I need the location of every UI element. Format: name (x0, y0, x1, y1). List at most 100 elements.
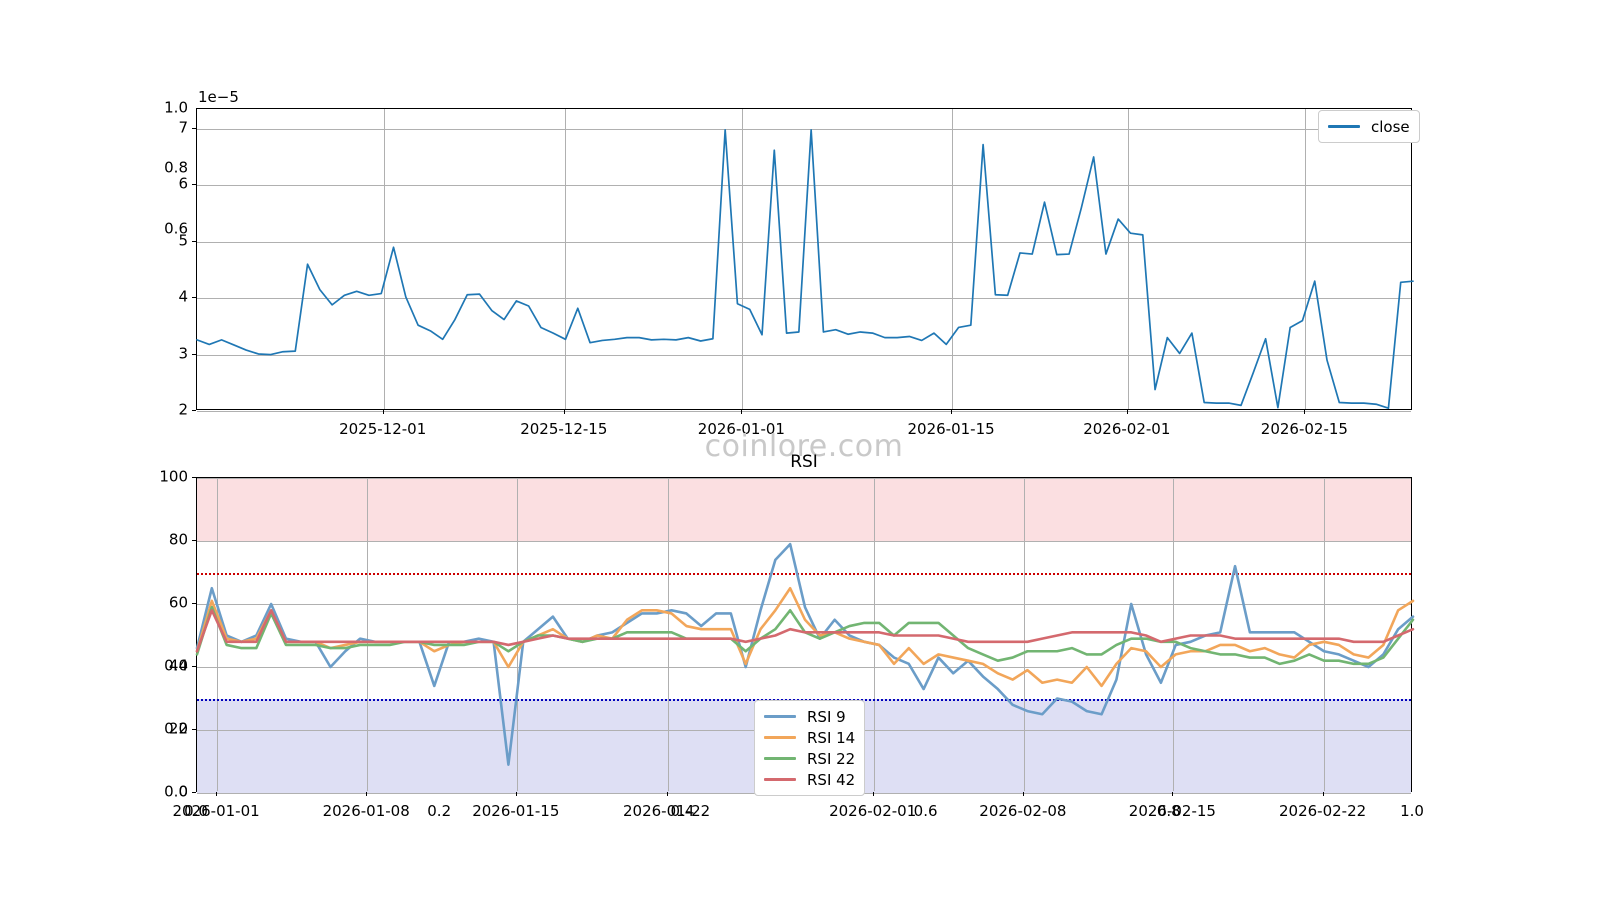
rsi-overlay-y-tick-label: 0.0 (164, 782, 188, 801)
rsi-overlay-y-tick-label: 0.2 (164, 719, 188, 738)
gridline (1173, 478, 1175, 791)
legend-color-swatch (1328, 124, 1360, 129)
legend-color-swatch (764, 756, 796, 761)
gridline (1127, 109, 1129, 409)
gridline (367, 478, 369, 791)
price-y-tick-label: 4 (178, 287, 188, 306)
legend-item: RSI 9 (764, 706, 855, 727)
tick-mark (1322, 792, 1324, 796)
price-line-chart (196, 129, 1414, 410)
gridline (667, 478, 669, 791)
tick-mark (192, 792, 196, 794)
gridline (1323, 478, 1325, 791)
price-x-tick-label: 2025-12-01 (339, 420, 427, 438)
legend-item-label: RSI 22 (807, 749, 856, 768)
rsi-x-tick-label: 2026-01-08 (322, 802, 410, 820)
tick-mark (1126, 410, 1128, 414)
gridline (197, 185, 1411, 187)
gridline (873, 478, 875, 791)
legend-color-swatch (764, 777, 796, 782)
rsi-x-tick-label: 2026-01-01 (172, 802, 260, 820)
tick-mark (192, 353, 196, 355)
overbought-band (197, 478, 1411, 541)
rsi-overlay-x-tick-label: 0.0 (184, 802, 208, 820)
tick-mark (1172, 792, 1174, 796)
tick-mark (216, 792, 218, 796)
rsi-x-tick-label: 2026-02-22 (1279, 802, 1367, 820)
tick-mark (192, 540, 196, 542)
rsi-title: RSI (790, 452, 818, 472)
legend-item: RSI 22 (764, 748, 855, 769)
legend-color-swatch (764, 714, 796, 719)
legend-item-label: RSI 42 (807, 770, 856, 789)
gridline (197, 667, 1411, 668)
price-y-tick-label: 3 (178, 344, 188, 363)
legend-item-label: RSI 9 (807, 707, 846, 726)
tick-mark (192, 666, 196, 668)
price-x-tick-label: 2026-02-15 (1260, 420, 1348, 438)
tick-mark (192, 184, 196, 186)
overbought-threshold-line (197, 572, 1411, 575)
gridline (1023, 478, 1025, 791)
y-axis-offset-label: 1e−5 (198, 88, 239, 106)
gridline (197, 128, 1411, 130)
tick-mark (192, 240, 196, 242)
price-legend: close (1318, 110, 1420, 143)
series-close (196, 129, 1414, 410)
rsi-x-tick-label: 2026-01-22 (623, 802, 711, 820)
tick-mark (1022, 792, 1024, 796)
price-overlay-y-tick-label: 0.6 (164, 219, 188, 238)
rsi-legend: RSI 9 RSI 14 RSI 22 RSI 42 (754, 700, 866, 796)
tick-mark (192, 297, 196, 299)
gridline (197, 298, 1411, 300)
tick-mark (515, 792, 517, 796)
rsi-y-tick-label: 20 (168, 719, 188, 738)
price-overlay-y-tick-label: 1.0 (164, 98, 188, 117)
legend-item: RSI 14 (764, 727, 855, 748)
series-RSI 42 (195, 609, 1415, 653)
price-x-tick-label: 2025-12-15 (520, 420, 608, 438)
gridline (197, 411, 1411, 412)
rsi-y-tick-label: 60 (168, 593, 188, 612)
tick-mark (872, 792, 874, 796)
price-y-tick-label: 7 (178, 118, 188, 137)
price-y-tick-label: 6 (178, 174, 188, 193)
gridline (742, 109, 744, 409)
rsi-overlay-x-tick-label: 0.6 (913, 802, 938, 820)
tick-mark (192, 127, 196, 129)
price-overlay-y-tick-label: 0.8 (164, 158, 188, 177)
rsi-y-tick-label: 100 (159, 467, 188, 486)
gridline (516, 478, 518, 791)
rsi-y-tick-label: 80 (168, 530, 188, 549)
gridline (197, 354, 1411, 356)
tick-mark (951, 410, 953, 414)
watermark: coinlore.com (704, 429, 904, 464)
rsi-overlay-x-tick-label: 1.0 (1400, 802, 1424, 820)
tick-mark (192, 477, 196, 479)
tick-mark (666, 792, 668, 796)
legend-item: close (1328, 116, 1410, 137)
rsi-x-tick-label: 2026-02-01 (829, 802, 917, 820)
tick-mark (382, 410, 384, 414)
gridline (952, 109, 954, 409)
legend-item-label: RSI 14 (807, 728, 856, 747)
tick-mark (192, 603, 196, 605)
price-x-tick-label: 2026-01-01 (697, 420, 785, 438)
rsi-overlay-y-tick-label: 0.4 (164, 656, 188, 675)
price-y-tick-label: 5 (178, 231, 188, 250)
legend-item-label: close (1371, 117, 1410, 136)
rsi-y-tick-label: 0 (178, 782, 188, 801)
gridline (1305, 109, 1307, 409)
rsi-x-tick-label: 2026-02-08 (979, 802, 1067, 820)
gridline (383, 109, 385, 409)
tick-mark (1304, 410, 1306, 414)
price-y-tick-label: 2 (178, 400, 188, 419)
rsi-x-tick-label: 2026-01-15 (472, 802, 560, 820)
gridline (197, 541, 1411, 542)
tick-mark (192, 729, 196, 731)
rsi-y-tick-label: 40 (168, 656, 188, 675)
legend-color-swatch (764, 735, 796, 740)
series-RSI 22 (195, 605, 1415, 666)
rsi-line-chart (195, 542, 1415, 766)
